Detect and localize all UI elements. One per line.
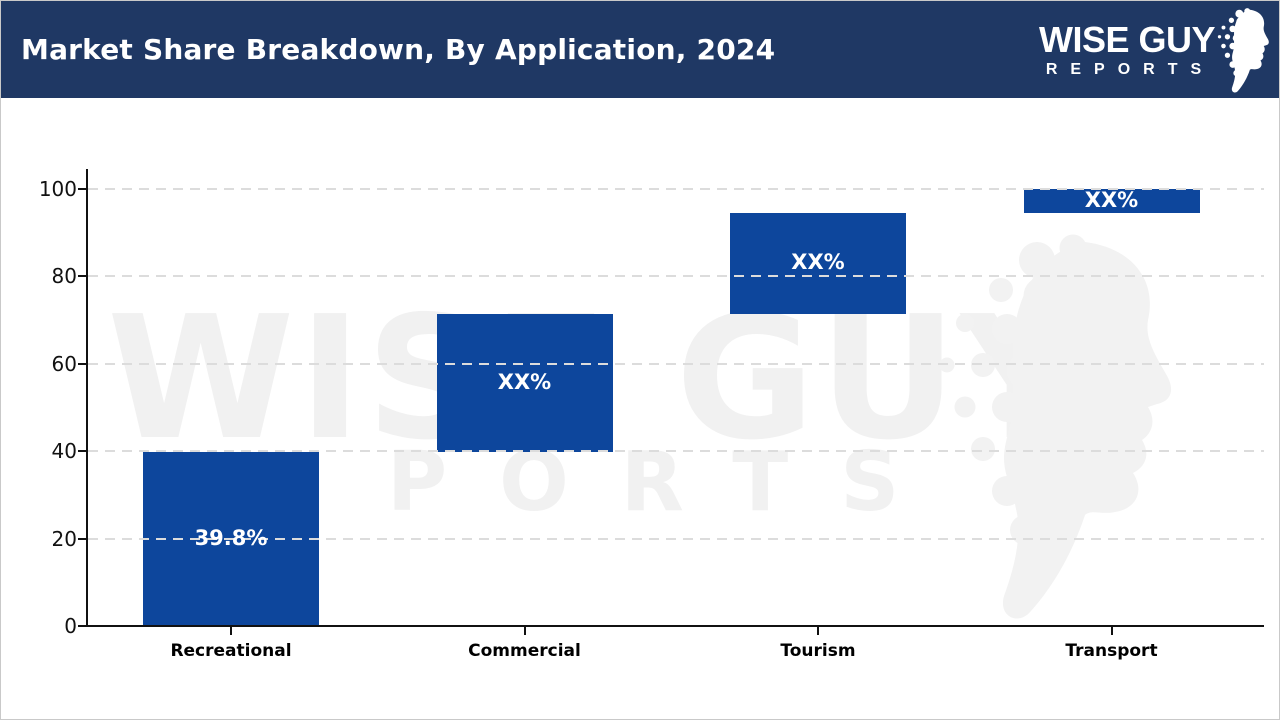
y-tick-label-80: 80 (51, 264, 77, 289)
wise-guy-logo: WISE GUY REPORTS (1039, 4, 1271, 96)
y-tick-mark-40 (78, 450, 86, 453)
watermark-face-icon (881, 229, 1181, 621)
gridline-60 (88, 362, 1264, 365)
x-tick-mark-recreational (230, 627, 232, 635)
gridline-20 (88, 537, 1264, 540)
x-tick-mark-commercial (523, 627, 526, 635)
watermark-text-ports: PORTS (387, 435, 952, 530)
x-axis-label-tourism: Tourism (780, 641, 856, 661)
y-tick-mark-60 (78, 362, 86, 365)
bar-value-label-transport: XX% (1084, 188, 1139, 213)
logo-subtitle: REPORTS (1045, 61, 1215, 78)
y-tick-mark-20 (78, 537, 86, 540)
gridline-80 (88, 275, 1264, 278)
y-tick-mark-100 (78, 188, 86, 190)
x-axis-line (86, 625, 1264, 627)
logo-text: WISE GUY REPORTS (1038, 19, 1216, 78)
x-axis-label-commercial: Commercial (468, 641, 581, 661)
gridline-100 (88, 188, 1264, 190)
y-tick-label-20: 20 (51, 526, 77, 551)
bar-commercial (436, 313, 613, 453)
y-axis-line (86, 169, 88, 627)
x-tick-mark-tourism (817, 627, 819, 635)
logo-face-icon (1205, 7, 1271, 93)
bar-tourism (730, 213, 906, 314)
y-tick-mark-80 (78, 275, 86, 278)
bar-value-label-recreational: 39.8% (194, 526, 268, 551)
y-tick-label-0: 0 (64, 614, 77, 638)
y-tick-label-100: 100 (38, 177, 77, 201)
gridline-40 (88, 450, 1264, 453)
x-axis-label-recreational: Recreational (170, 641, 292, 661)
logo-wordmark: WISE GUY (1038, 19, 1216, 60)
chart-title: Market Share Breakdown, By Application, … (21, 33, 776, 66)
y-tick-label-40: 40 (51, 439, 77, 464)
header: Market Share Breakdown, By Application, … (1, 1, 1279, 98)
x-axis-label-transport: Transport (1065, 641, 1158, 661)
bar-value-label-commercial: XX% (497, 369, 552, 394)
bar-value-label-tourism: XX% (791, 250, 845, 275)
x-tick-mark-transport (1110, 627, 1113, 635)
y-tick-label-60: 60 (51, 351, 77, 376)
y-tick-mark-0 (78, 625, 86, 627)
bar-transport (1023, 189, 1200, 214)
